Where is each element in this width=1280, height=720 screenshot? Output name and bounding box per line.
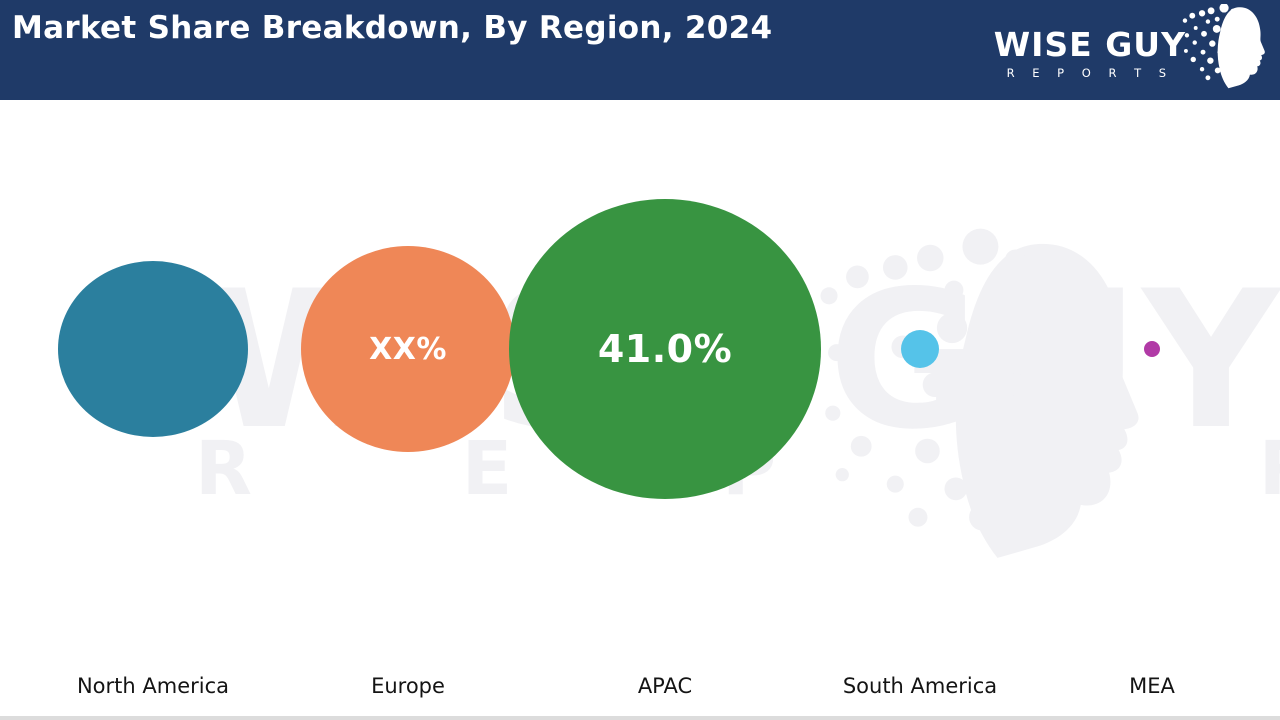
category-label-south-america: South America: [842, 674, 998, 698]
logo-head-icon: [1182, 4, 1265, 89]
bubble-value-label-europe: XX%: [369, 331, 447, 367]
category-label-north-america: North America: [76, 674, 230, 698]
footer-strip: [0, 716, 1280, 720]
header: Market Share Breakdown, By Region, 2024 …: [0, 0, 1280, 100]
category-label-apac: APAC: [637, 674, 693, 698]
logo-text: WISE GUY R E P O R T S: [994, 28, 1186, 80]
logo-subtitle: R E P O R T S: [1006, 65, 1174, 80]
wise-guy-logo: WISE GUY R E P O R T S: [994, 4, 1272, 90]
bubble-south-america: [901, 330, 939, 368]
bubble-north-america: [58, 261, 248, 437]
category-label-mea: MEA: [1129, 674, 1175, 698]
category-label-europe: Europe: [371, 674, 445, 698]
bubble-apac: 41.0%: [509, 199, 821, 499]
logo-name: WISE GUY: [993, 25, 1186, 65]
page-title: Market Share Breakdown, By Region, 2024: [12, 10, 773, 46]
watermark-head-icon: [820, 228, 1139, 558]
bubble-mea: [1144, 341, 1160, 357]
bubble-value-label-apac: 41.0%: [597, 327, 733, 371]
bubble-europe: XX%: [301, 246, 515, 452]
